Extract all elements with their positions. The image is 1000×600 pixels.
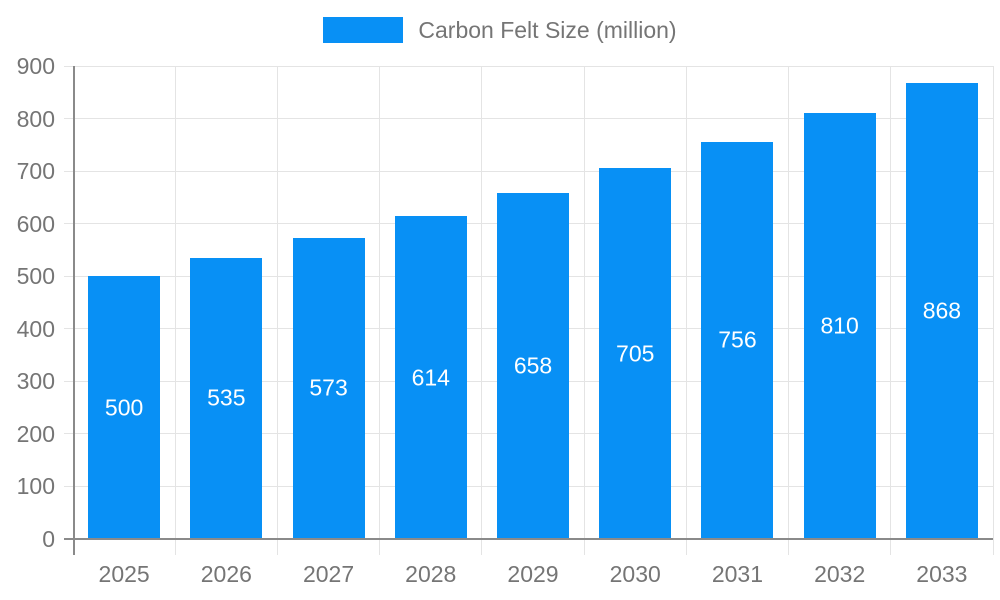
bar-2028[interactable]: 614 [394, 216, 467, 539]
x-tick-label: 2029 [507, 561, 559, 587]
y-gridline [64, 118, 993, 120]
bar-value-label: 535 [207, 384, 246, 411]
bar-2026[interactable]: 535 [190, 257, 263, 539]
x-gridline [174, 66, 176, 555]
y-tick-label: 900 [16, 53, 55, 79]
x-tick-label: 2028 [405, 561, 457, 587]
bar-value-label: 658 [513, 352, 553, 379]
y-tick-label: 300 [16, 368, 55, 395]
y-tick-label: 200 [16, 420, 55, 447]
x-gridline [481, 66, 483, 555]
x-gridline [685, 66, 687, 555]
x-gridline [583, 66, 585, 555]
y-tick-label: 0 [42, 526, 55, 552]
bar-value-label: 500 [104, 394, 144, 421]
bar-2029[interactable]: 658 [497, 193, 569, 539]
bar-2032[interactable]: 810 [803, 113, 876, 539]
y-gridline [64, 65, 993, 67]
x-tick-label: 2026 [200, 561, 252, 587]
x-axis-line [64, 538, 993, 540]
legend[interactable]: Carbon Felt Size (million) [0, 17, 1000, 43]
y-tick-label: 500 [16, 263, 55, 290]
x-tick-label: 2025 [98, 561, 150, 587]
bar-value-label: 573 [309, 374, 348, 401]
x-tick-label: 2031 [711, 561, 764, 587]
bar-value-label: 810 [820, 312, 859, 339]
bar-value-label: 756 [718, 326, 757, 353]
plot-area: 0 100 200 300 400 500 600 700 800 900 500 2025 535 20… [17, 53, 994, 587]
x-gridline [890, 66, 892, 555]
bar-2033[interactable]: 868 [905, 82, 978, 539]
legend-label: Carbon Felt Size (million) [418, 17, 677, 43]
y-tick-label: 700 [16, 158, 55, 185]
y-tick-label: 600 [16, 210, 55, 237]
x-gridline [379, 66, 381, 555]
bar-2030[interactable]: 705 [599, 168, 672, 539]
y-axis-line [73, 66, 75, 555]
x-gridline [992, 66, 994, 555]
x-tick-label: 2027 [302, 561, 355, 587]
y-gridline [64, 170, 993, 172]
x-gridline [788, 66, 790, 555]
bar-2031[interactable]: 756 [701, 141, 774, 539]
x-gridline [276, 66, 278, 555]
y-tick-label: 800 [16, 105, 55, 132]
x-tick-label: 2032 [814, 561, 866, 587]
bar-2027[interactable]: 573 [292, 237, 365, 539]
bar-value-label: 614 [411, 364, 450, 391]
bar-2025[interactable]: 500 [88, 276, 161, 539]
bar-value-label: 868 [922, 297, 962, 324]
legend-swatch [323, 17, 404, 43]
x-tick-label: 2030 [609, 561, 661, 587]
x-tick-label: 2033 [916, 561, 968, 587]
y-tick-label: 400 [16, 315, 55, 342]
y-tick-label: 100 [16, 473, 55, 500]
bar-value-label: 705 [616, 340, 655, 367]
